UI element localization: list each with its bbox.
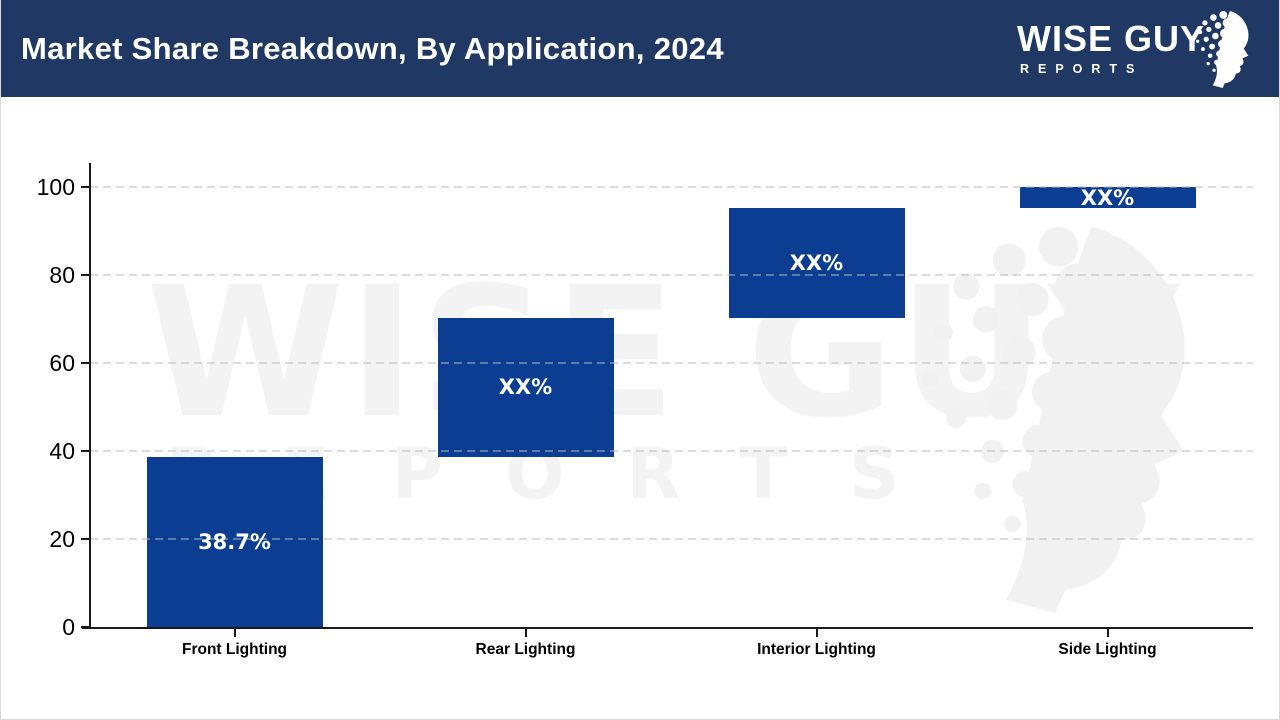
page-title: Market Share Breakdown, By Application, … xyxy=(21,30,724,66)
y-axis-tick-label: 80 xyxy=(49,262,75,288)
gridline-20 xyxy=(90,538,1253,540)
y-axis-tick-label: 40 xyxy=(49,438,75,464)
waterfall-bar-front-lighting xyxy=(146,456,323,627)
y-axis-tick-label: 60 xyxy=(49,350,75,376)
y-tick-mark-80 xyxy=(81,274,90,276)
y-axis-tick-label: 20 xyxy=(49,526,75,552)
logo-subtext: REPORTS xyxy=(1019,62,1144,76)
y-axis-tick-label: 100 xyxy=(36,174,75,200)
chart-area: WISE GUY REPORTS 0 20 40 60 80 100 Front Light… xyxy=(1,97,1279,719)
x-axis-category-label: Rear Lighting xyxy=(475,641,576,658)
x-tick-mark xyxy=(233,629,236,637)
bar-value-label: 38.7% xyxy=(198,529,271,554)
watermark-face-icon xyxy=(921,226,1185,613)
dotted-face-profile-icon xyxy=(1195,10,1249,88)
waterfall-bar-side-lighting xyxy=(1019,187,1196,209)
gridline-80 xyxy=(90,274,1253,276)
bar-value-label: XX% xyxy=(789,250,844,275)
x-tick-mark xyxy=(1106,629,1109,637)
wise-guy-logo: WISE GUY REPORTS xyxy=(1017,9,1255,88)
y-tick-mark-40 xyxy=(81,450,90,452)
bar-value-label: XX% xyxy=(1080,185,1135,210)
logo-text-block: WISE GUY REPORTS xyxy=(1016,18,1205,77)
bar-value-label: XX% xyxy=(498,375,553,400)
waterfall-bar-interior-lighting xyxy=(728,208,905,318)
y-tick-mark-100 xyxy=(81,186,90,188)
x-tick-mark xyxy=(524,629,527,637)
x-axis-category-label: Side Lighting xyxy=(1058,641,1157,658)
gridline-40 xyxy=(90,450,1253,452)
y-axis-spine xyxy=(89,163,91,629)
gridline-100 xyxy=(90,186,1253,188)
x-tick-mark xyxy=(815,629,818,637)
header-banner: Market Share Breakdown, By Application, … xyxy=(1,0,1279,97)
waterfall-bar-rear-lighting xyxy=(437,317,614,457)
logo-wordmark: WISE GUY xyxy=(1016,18,1205,59)
x-axis-category-label: Interior Lighting xyxy=(757,641,876,658)
y-tick-mark-0 xyxy=(81,626,90,628)
y-tick-mark-20 xyxy=(81,538,90,540)
y-axis-tick-label: 0 xyxy=(62,614,75,640)
x-axis-category-label: Front Lighting xyxy=(181,641,288,658)
x-axis-spine xyxy=(82,627,1253,629)
gridline-60 xyxy=(90,362,1253,364)
y-tick-mark-60 xyxy=(81,362,90,364)
